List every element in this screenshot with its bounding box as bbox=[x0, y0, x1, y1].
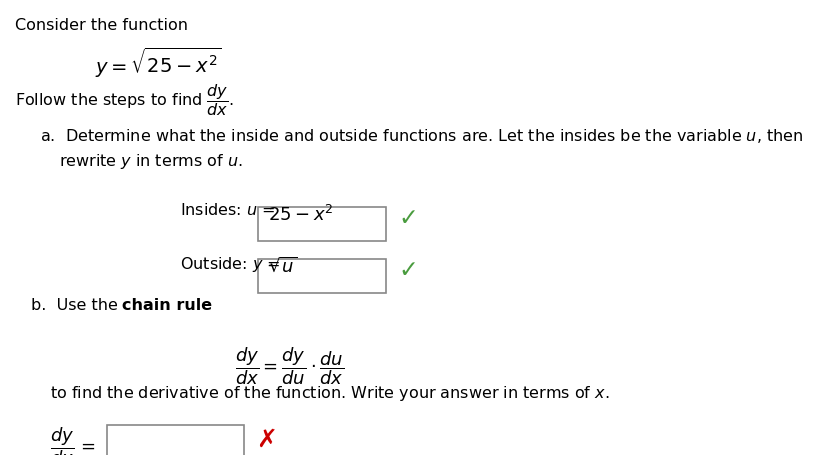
Text: to find the derivative of the function. Write your answer in terms of $x$.: to find the derivative of the function. … bbox=[50, 384, 609, 404]
Text: $25 - x^2$: $25 - x^2$ bbox=[268, 205, 333, 225]
Text: $\sqrt{u}$: $\sqrt{u}$ bbox=[268, 257, 297, 276]
Bar bbox=[258, 259, 386, 293]
Text: Consider the function: Consider the function bbox=[15, 18, 188, 33]
Text: ✓: ✓ bbox=[398, 206, 418, 230]
Text: b.  Use the: b. Use the bbox=[31, 298, 123, 313]
Text: $\dfrac{dy}{dx}$ =: $\dfrac{dy}{dx}$ = bbox=[50, 425, 95, 455]
Text: ✗: ✗ bbox=[256, 428, 277, 452]
Text: $y = \sqrt{25 - x^2}$: $y = \sqrt{25 - x^2}$ bbox=[95, 46, 221, 80]
Text: a.  Determine what the inside and outside functions are. Let the insides be the : a. Determine what the inside and outside… bbox=[40, 127, 803, 146]
Text: Outside: $y$ =: Outside: $y$ = bbox=[180, 255, 281, 274]
Text: $\dfrac{dy}{dx} = \dfrac{dy}{du} \cdot \dfrac{du}{dx}$: $\dfrac{dy}{dx} = \dfrac{dy}{du} \cdot \… bbox=[235, 346, 344, 388]
Text: Follow the steps to find $\dfrac{dy}{dx}$.: Follow the steps to find $\dfrac{dy}{dx}… bbox=[15, 82, 234, 118]
Text: ✓: ✓ bbox=[398, 258, 418, 283]
Bar bbox=[258, 207, 386, 241]
Text: Insides: $u$ =: Insides: $u$ = bbox=[180, 202, 276, 218]
Bar bbox=[107, 425, 244, 455]
Text: chain rule: chain rule bbox=[122, 298, 212, 313]
Text: rewrite $y$ in terms of $u$.: rewrite $y$ in terms of $u$. bbox=[59, 152, 243, 172]
